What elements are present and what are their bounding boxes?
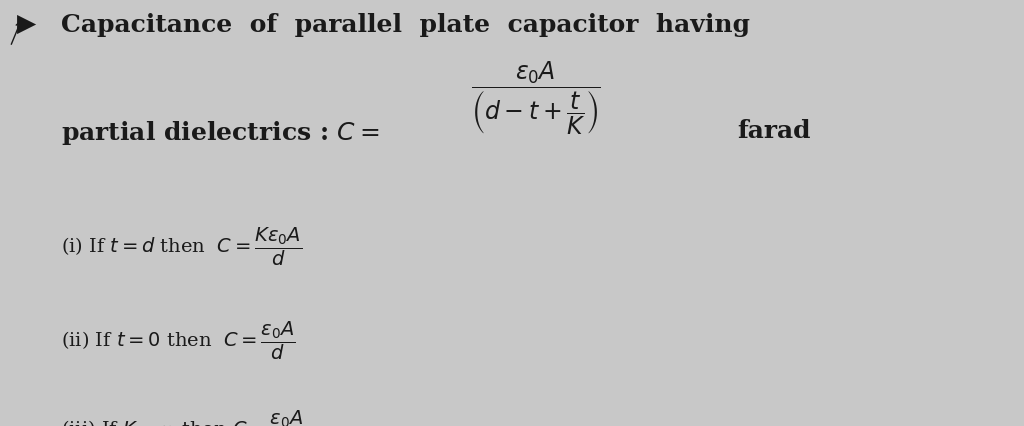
- Text: $\blacktriangleright$: $\blacktriangleright$: [12, 13, 38, 36]
- Text: (i) If $t = d$ then  $C = \dfrac{K\varepsilon_0 A}{d}$: (i) If $t = d$ then $C = \dfrac{K\vareps…: [61, 226, 303, 268]
- Text: farad: farad: [737, 119, 811, 143]
- Text: (ii) If $t = 0$ then  $C = \dfrac{\varepsilon_0 A}{d}$: (ii) If $t = 0$ then $C = \dfrac{\vareps…: [61, 320, 296, 362]
- Text: (iii) If $K = \infty$ then $C = \dfrac{\varepsilon_0 A}{d}$: (iii) If $K = \infty$ then $C = \dfrac{\…: [61, 409, 305, 426]
- Text: partial dielectrics : $C = $: partial dielectrics : $C = $: [61, 119, 380, 147]
- Text: Capacitance  of  parallel  plate  capacitor  having: Capacitance of parallel plate capacitor …: [61, 13, 751, 37]
- Text: $\dfrac{\varepsilon_0 A}{\left(d - t + \dfrac{t}{K}\right)}$: $\dfrac{\varepsilon_0 A}{\left(d - t + \…: [471, 59, 601, 137]
